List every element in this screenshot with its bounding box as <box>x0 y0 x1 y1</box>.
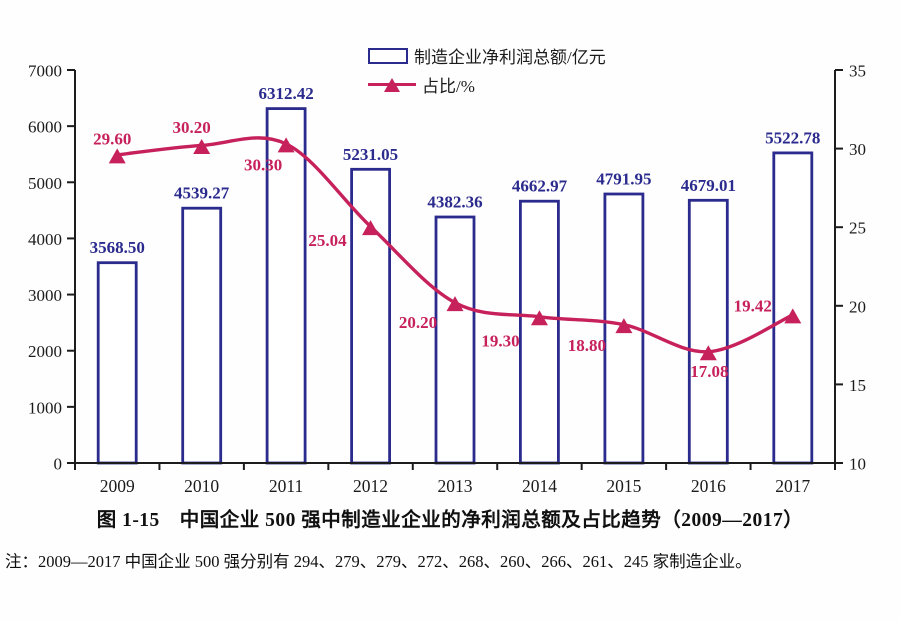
left-axis-tick-label: 7000 <box>28 62 62 81</box>
triangle-marker-2009 <box>108 148 126 164</box>
triangle-marker-2013 <box>446 296 464 312</box>
triangle-marker-2010 <box>193 138 211 154</box>
triangle-marker-icon <box>384 77 400 92</box>
pct-value-label-2011: 30.30 <box>244 155 282 174</box>
x-axis-year-label: 2012 <box>353 476 388 496</box>
x-axis-year-label: 2009 <box>100 476 135 496</box>
triangle-marker-2015 <box>615 318 633 334</box>
bar-value-label-2015: 4791.95 <box>596 169 651 188</box>
legend-line-label: 占比/% <box>422 77 475 96</box>
bar-2012 <box>350 167 392 465</box>
left-axis-tick-label: 2000 <box>28 342 62 361</box>
legend-item-line: 占比/% <box>368 75 606 96</box>
triangle-marker-2012 <box>362 220 380 236</box>
bar-2013 <box>434 215 476 465</box>
bar-2009 <box>96 261 138 465</box>
pct-value-label-2009: 29.60 <box>93 129 131 148</box>
pct-value-label-2012: 25.04 <box>308 231 347 250</box>
right-axis-tick-label: 35 <box>849 62 866 81</box>
pct-value-label-2010: 30.20 <box>173 118 211 137</box>
x-axis-year-label: 2013 <box>438 476 473 496</box>
right-axis-tick-label: 20 <box>849 297 866 316</box>
bar-value-label-2013: 4382.36 <box>427 192 482 211</box>
triangle-marker-2017 <box>784 308 802 324</box>
bar-2017 <box>772 151 814 465</box>
left-axis-tick-label: 6000 <box>28 118 62 137</box>
bar-value-label-2011: 6312.42 <box>258 84 313 103</box>
triangle-marker-2016 <box>699 345 717 361</box>
left-axis-tick-label: 1000 <box>28 398 62 417</box>
x-axis-year-label: 2016 <box>691 476 726 496</box>
left-axis-tick-label: 0 <box>54 455 63 474</box>
legend-bar-label: 制造企业净利润总额/亿元 <box>414 48 606 67</box>
bar-value-label-2016: 4679.01 <box>681 176 736 195</box>
bar-2016 <box>687 198 729 465</box>
bar-value-label-2010: 4539.27 <box>174 184 230 203</box>
chart-legend: 制造企业净利润总额/亿元 占比/% <box>368 46 606 96</box>
right-axis-tick-label: 30 <box>849 140 866 159</box>
legend-item-bar: 制造企业净利润总额/亿元 <box>368 46 606 67</box>
bar-value-label-2017: 5522.78 <box>765 128 820 147</box>
figure-caption: 图 1-15 中国企业 500 强中制造业企业的净利润总额及占比趋势（2009—… <box>96 510 804 531</box>
left-axis-tick-label: 5000 <box>28 174 62 193</box>
pct-value-label-2013: 20.20 <box>399 313 437 332</box>
x-axis-year-label: 2015 <box>606 476 641 496</box>
bar-value-label-2009: 3568.50 <box>90 238 145 257</box>
proportion-line <box>115 136 795 354</box>
left-axis-tick-label: 3000 <box>28 286 62 305</box>
triangle-marker-2014 <box>530 310 548 326</box>
pct-value-label-2015: 18.80 <box>568 336 606 355</box>
bar-value-label-2012: 5231.05 <box>343 145 398 164</box>
x-axis-year-label: 2017 <box>775 476 810 496</box>
left-axis-tick-label: 4000 <box>28 230 62 249</box>
pct-value-label-2014: 19.30 <box>481 331 519 350</box>
triangle-marker-2011 <box>277 137 295 153</box>
pct-value-label-2016: 17.08 <box>690 362 728 381</box>
bar-2010 <box>181 206 223 465</box>
profit-proportion-chart: 0 1000 2000 3000 4000 5000 6000 7000 10 15 20 25 30 3… <box>28 62 866 497</box>
right-axis-tick-label: 25 <box>849 219 866 238</box>
figure-note: 注：2009—2017 中国企业 500 强分别有 294、279、279、27… <box>5 552 752 571</box>
x-axis-year-label: 2010 <box>184 476 219 496</box>
pct-value-label-2017: 19.42 <box>734 296 772 315</box>
line-swatch-icon <box>368 77 416 93</box>
bar-2014 <box>519 199 560 465</box>
x-axis-year-label: 2011 <box>269 476 303 496</box>
x-axis-year-label: 2014 <box>522 476 557 496</box>
bar-swatch-icon <box>368 47 408 64</box>
right-axis-tick-label: 15 <box>849 376 866 395</box>
bar-value-label-2014: 4662.97 <box>512 177 568 196</box>
right-axis-tick-label: 10 <box>849 455 866 474</box>
